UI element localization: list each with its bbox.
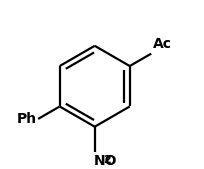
Text: 2: 2 [103, 155, 111, 165]
Text: Ph: Ph [16, 112, 36, 126]
Text: NO: NO [93, 154, 117, 168]
Text: Ac: Ac [152, 37, 171, 51]
